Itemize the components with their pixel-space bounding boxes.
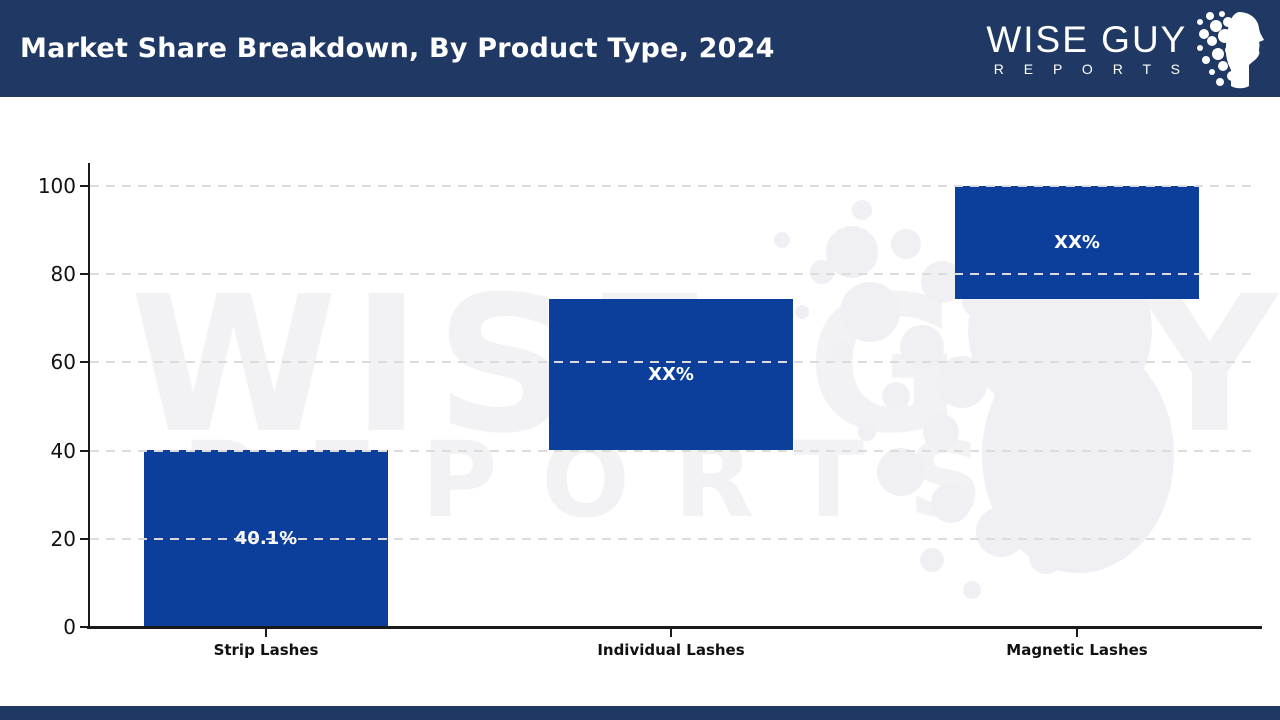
y-tick-mark xyxy=(80,449,88,452)
gridline-80 xyxy=(90,273,1253,276)
y-tick-label: 20 xyxy=(50,526,76,551)
wise-guy-logo: WISE GUY R E P O R T S xyxy=(986,8,1280,90)
x-axis-spine xyxy=(87,626,1262,629)
x-tick-mark xyxy=(265,629,267,637)
y-axis-spine xyxy=(88,163,90,628)
y-tick-label: 40 xyxy=(50,438,76,463)
bar-magnetic-lashes: XX% xyxy=(955,186,1199,300)
y-tick-mark xyxy=(80,626,88,628)
gridline-40 xyxy=(90,449,1253,452)
x-category-label: Strip Lashes xyxy=(213,641,319,659)
y-tick-mark xyxy=(80,273,88,276)
y-tick-label: 0 xyxy=(63,615,76,639)
bar-value-label: XX% xyxy=(648,364,694,386)
gridline-60 xyxy=(90,361,1253,364)
y-tick-mark xyxy=(80,361,88,364)
footer-bar xyxy=(0,706,1280,720)
y-tick-label: 100 xyxy=(37,174,76,198)
y-tick-label: 60 xyxy=(50,350,76,375)
x-tick-mark xyxy=(670,629,672,637)
logo-head-icon xyxy=(1197,10,1264,88)
y-tick-label: 80 xyxy=(50,262,76,287)
header-bar: Market Share Breakdown, By Product Type,… xyxy=(0,0,1280,97)
bar-individual-lashes: XX% xyxy=(549,299,793,451)
y-tick-mark xyxy=(80,185,88,187)
x-tick-mark xyxy=(1076,629,1078,637)
logo-text: WISE GUY R E P O R T S xyxy=(986,21,1188,77)
x-category-label: Magnetic Lashes xyxy=(1006,641,1148,659)
gridline-100 xyxy=(90,185,1253,187)
gridline-20 xyxy=(90,537,1253,540)
logo-wordmark: WISE GUY xyxy=(986,18,1188,60)
logo-subtitle: R E P O R T S xyxy=(993,60,1188,77)
bar-value-label: XX% xyxy=(1054,232,1100,254)
x-category-label: Individual Lashes xyxy=(597,641,745,659)
y-tick-mark xyxy=(80,537,88,540)
chart-title: Market Share Breakdown, By Product Type,… xyxy=(20,33,775,64)
